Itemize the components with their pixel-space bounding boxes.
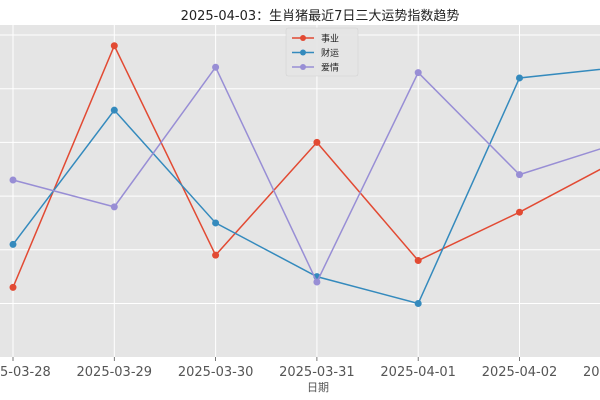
data-point-marker [414,300,422,307]
data-point-marker [110,42,118,50]
series-事业 [9,42,600,291]
data-point-marker [313,138,321,146]
data-point-marker [516,171,523,179]
data-point-marker [110,203,118,211]
x-axis-ticks: 2025-03-28 2025-03-29 2025-03-30 2025-03-31… [0,357,600,380]
legend-label: 财运 [321,47,339,59]
x-tick-label: 2025-03-30 [178,365,254,380]
data-point-marker [414,257,422,265]
data-series [9,42,600,307]
data-point-marker [9,283,17,291]
x-tick-label: 2025-03-29 [77,365,153,380]
data-point-marker [516,208,523,216]
x-axis-label: 日期 [307,381,329,394]
data-point-marker [313,278,321,286]
data-point-marker [9,240,17,248]
x-tick-label: 2025-03-28 [0,365,51,380]
data-point-marker [212,251,220,259]
chart-title: 2025-04-03：生肖猪最近7日三大运势指数趋势 [180,9,460,24]
legend-marker-icon [300,35,306,41]
series-财运 [9,68,600,307]
legend-marker-icon [300,49,306,56]
series-爱情 [9,63,600,286]
legend-label: 爱情 [321,62,339,74]
data-point-marker [212,219,220,227]
data-point-marker [212,63,220,71]
x-tick-label: 2025-04-01 [380,365,456,380]
data-point-marker [516,74,523,82]
data-point-marker [414,69,422,77]
x-tick-label: 2025-03-31 [279,365,355,380]
x-tick-label: 2025-04-02 [482,365,558,380]
data-point-marker [9,176,17,184]
data-point-marker [110,106,118,114]
legend-label: 事业 [321,33,339,45]
x-tick-label: 2025-04-03 [583,365,600,380]
legend-marker-icon [300,64,306,70]
